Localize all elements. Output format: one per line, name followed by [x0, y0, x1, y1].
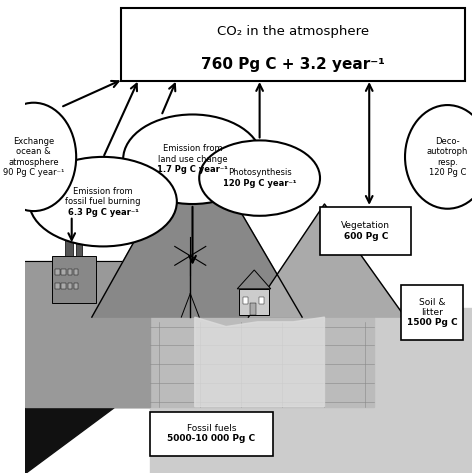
Text: autotroph: autotroph: [427, 147, 468, 156]
Polygon shape: [437, 289, 449, 317]
Polygon shape: [150, 308, 472, 473]
Text: 5000-10 000 Pg C: 5000-10 000 Pg C: [167, 434, 255, 443]
Bar: [25, 77, 472, 407]
Text: Emission from: Emission from: [73, 187, 133, 196]
Ellipse shape: [59, 193, 77, 207]
Bar: [65, 209, 73, 256]
Text: 760 Pg C + 3.2 year⁻¹: 760 Pg C + 3.2 year⁻¹: [201, 56, 385, 72]
FancyBboxPatch shape: [150, 412, 273, 456]
Polygon shape: [92, 133, 302, 317]
Polygon shape: [237, 270, 271, 289]
Ellipse shape: [123, 115, 262, 204]
Text: Deco-: Deco-: [435, 137, 460, 146]
Polygon shape: [401, 289, 413, 317]
Polygon shape: [195, 317, 325, 407]
Text: litter: litter: [421, 308, 443, 317]
Bar: [68, 269, 72, 275]
Bar: [239, 289, 269, 315]
Bar: [243, 297, 248, 304]
Text: Vegetation: Vegetation: [341, 221, 391, 230]
Ellipse shape: [59, 172, 86, 195]
Bar: [74, 283, 78, 289]
Ellipse shape: [69, 192, 91, 210]
FancyBboxPatch shape: [320, 207, 411, 255]
Ellipse shape: [59, 204, 73, 213]
Text: Soil &: Soil &: [419, 298, 445, 307]
Text: Photosynthesis: Photosynthesis: [228, 168, 292, 177]
Bar: [62, 283, 66, 289]
Text: Exchange: Exchange: [13, 137, 55, 146]
Bar: [74, 269, 78, 275]
Ellipse shape: [199, 140, 320, 216]
Ellipse shape: [59, 182, 82, 201]
Ellipse shape: [69, 181, 96, 204]
Text: 90 Pg C year⁻¹: 90 Pg C year⁻¹: [3, 168, 64, 177]
Text: 6.3 Pg C year⁻¹: 6.3 Pg C year⁻¹: [68, 208, 138, 217]
Ellipse shape: [405, 105, 474, 209]
Ellipse shape: [0, 103, 76, 211]
Bar: [259, 297, 264, 304]
FancyBboxPatch shape: [121, 9, 465, 82]
Text: 120 Pg C year⁻¹: 120 Pg C year⁻¹: [223, 179, 296, 188]
Polygon shape: [428, 289, 440, 317]
Text: ocean &: ocean &: [17, 147, 51, 156]
Text: atmosphere: atmosphere: [9, 157, 59, 166]
Polygon shape: [173, 133, 217, 178]
Polygon shape: [419, 289, 431, 317]
Bar: [52, 256, 96, 303]
Ellipse shape: [69, 202, 87, 217]
Text: fossil fuel burning: fossil fuel burning: [65, 197, 141, 206]
Text: Emission from: Emission from: [163, 145, 222, 154]
Polygon shape: [25, 261, 150, 407]
Polygon shape: [150, 303, 374, 407]
Text: 1.7 Pg C year⁻¹: 1.7 Pg C year⁻¹: [157, 165, 228, 174]
Polygon shape: [25, 308, 257, 473]
Bar: [76, 218, 82, 256]
Text: resp.: resp.: [437, 157, 458, 166]
Polygon shape: [248, 204, 405, 317]
Text: 120 Pg C: 120 Pg C: [429, 168, 466, 177]
Bar: [250, 303, 256, 315]
Bar: [62, 269, 66, 275]
Bar: [55, 283, 60, 289]
Bar: [68, 283, 72, 289]
Text: CO₂ in the atmosphere: CO₂ in the atmosphere: [217, 25, 369, 38]
Bar: [55, 269, 60, 275]
Text: 600 Pg C: 600 Pg C: [344, 232, 388, 241]
Ellipse shape: [69, 213, 82, 223]
Text: 1500 Pg C: 1500 Pg C: [407, 318, 457, 327]
Polygon shape: [410, 289, 422, 317]
FancyBboxPatch shape: [401, 284, 463, 340]
Ellipse shape: [29, 157, 177, 246]
Text: land use change: land use change: [158, 155, 228, 164]
Text: Fossil fuels: Fossil fuels: [187, 424, 236, 433]
